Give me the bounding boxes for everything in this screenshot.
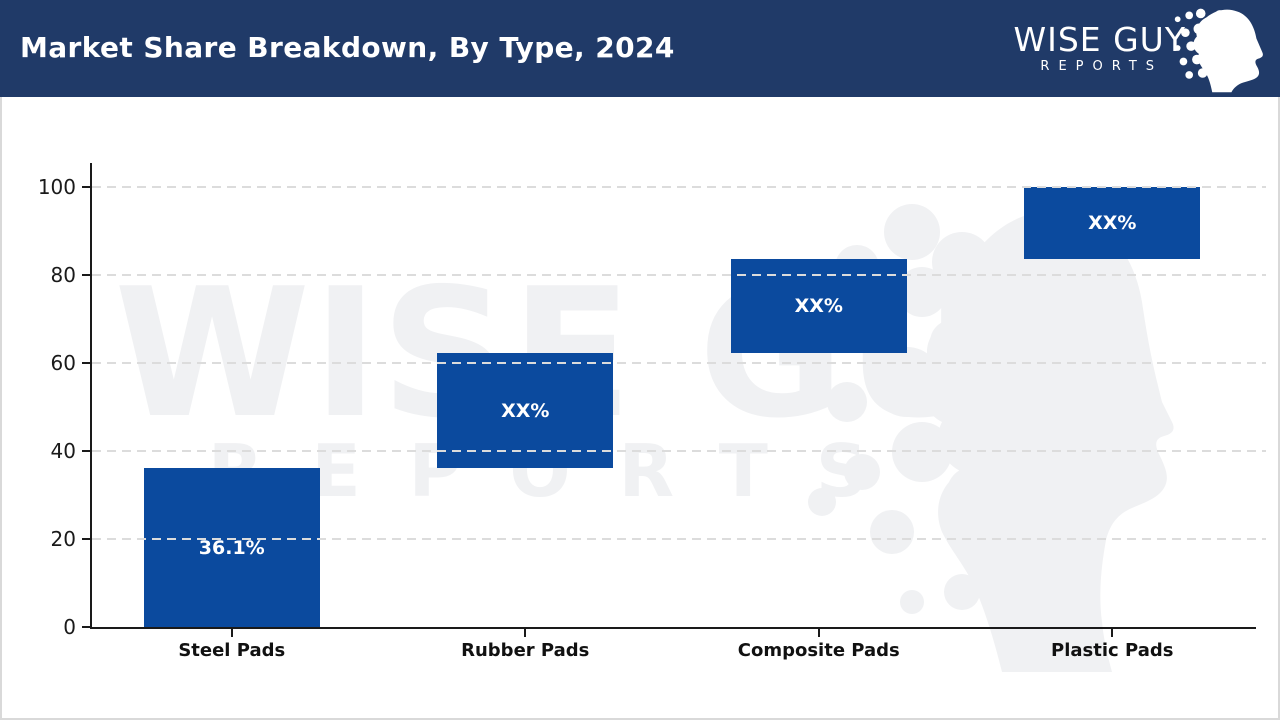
y-tick-label: 100	[37, 175, 76, 199]
bar-label: 36.1%	[198, 536, 265, 559]
category-label: Plastic Pads	[1051, 640, 1174, 661]
category-label: Composite Pads	[737, 640, 900, 661]
x-tick-mark	[1111, 629, 1114, 637]
bar-label: XX%	[794, 294, 843, 317]
y-tick-label: 0	[63, 615, 76, 639]
logo-face-icon	[1174, 8, 1263, 92]
x-axis-line	[90, 627, 1256, 629]
y-axis-line	[90, 163, 92, 629]
y-tick-mark	[82, 450, 91, 452]
gridline-80	[92, 274, 1266, 276]
bar-label: XX%	[501, 399, 550, 422]
gridline-60	[92, 362, 1266, 364]
x-tick-mark	[524, 629, 527, 637]
x-tick-mark	[817, 629, 820, 637]
brand-logo: WISE GUY REPORTS	[1013, 5, 1266, 93]
category-label: Rubber Pads	[461, 640, 590, 661]
category-label: Steel Pads	[178, 640, 286, 661]
waterfall-chart: WISE GUY REPORTS 0 20 40 60 80 100 36.1% Steel …	[2, 97, 1278, 717]
y-tick-mark	[82, 274, 91, 276]
y-tick-mark	[82, 626, 91, 628]
bar-steel-pads	[143, 468, 320, 627]
gridline-40	[92, 450, 1266, 452]
x-tick-mark	[230, 629, 233, 637]
y-tick-mark	[82, 538, 91, 540]
bar-label: XX%	[1088, 211, 1137, 234]
logo-wordmark: WISE GUY	[1013, 20, 1186, 59]
y-tick-label: 40	[50, 439, 76, 463]
y-tick-label: 20	[50, 527, 76, 551]
watermark-head-icon	[792, 204, 1174, 672]
y-tick-label: 80	[50, 263, 76, 287]
logo-subtext: REPORTS	[1040, 59, 1164, 74]
header-bar: Market Share Breakdown, By Type, 2024 WI…	[0, 0, 1280, 97]
gridline-20	[92, 538, 1266, 540]
gridline-100	[92, 186, 1266, 188]
bar-plastic-pads	[1024, 187, 1201, 259]
page-title: Market Share Breakdown, By Type, 2024	[20, 31, 675, 65]
y-tick-mark	[82, 186, 91, 188]
y-tick-label: 60	[50, 351, 76, 375]
bar-rubber-pads	[437, 352, 614, 469]
y-tick-mark	[82, 362, 91, 364]
